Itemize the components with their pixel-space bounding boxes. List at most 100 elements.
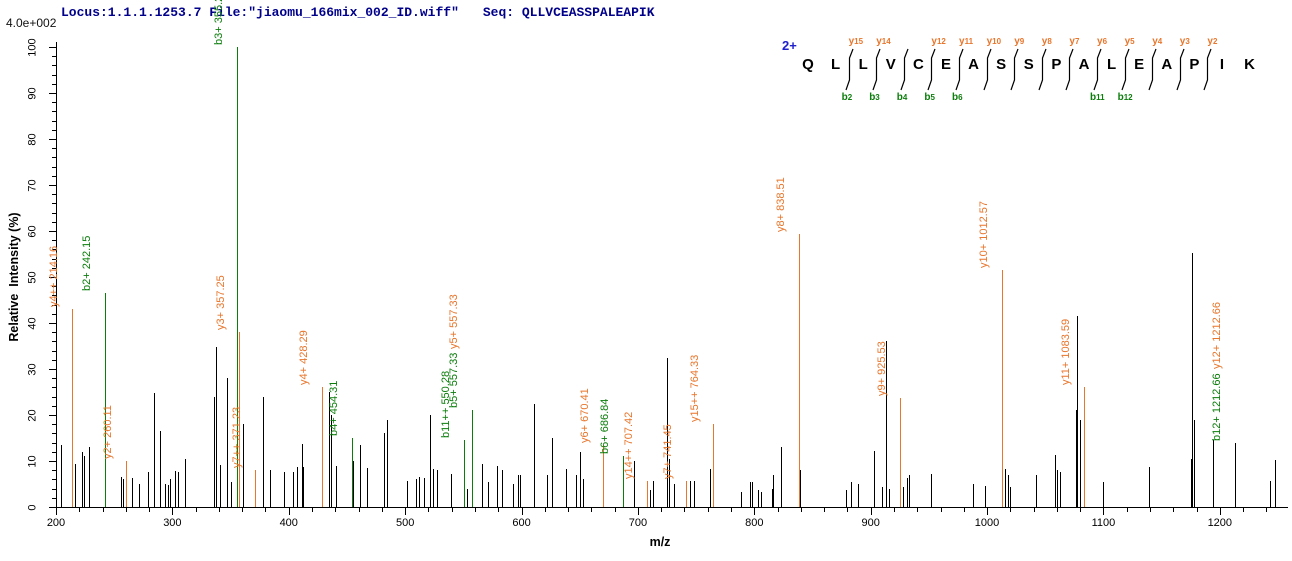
peak: [690, 480, 691, 507]
x-minor-tick: [149, 508, 151, 512]
peak: [520, 474, 521, 507]
peak: [634, 461, 635, 507]
x-minor-tick: [1173, 508, 1175, 512]
annotated-peak: [623, 456, 624, 507]
x-minor-tick: [381, 508, 383, 512]
b-ion-tag: b11: [1090, 92, 1105, 103]
x-minor-tick: [661, 508, 663, 512]
peak: [154, 393, 155, 507]
residue-letter: A: [968, 56, 980, 73]
fragmentation-mark-icon: [983, 48, 992, 96]
y-minor-tick: [52, 102, 56, 104]
y-ion-peak-label: y6+ 670.41: [579, 388, 591, 443]
y-ion-tag: y12: [931, 36, 946, 47]
peak: [907, 478, 908, 507]
y-minor-tick: [52, 166, 56, 168]
fragmentation-mark-icon: [1121, 48, 1130, 96]
x-major-tick: [56, 508, 57, 515]
x-minor-tick: [428, 508, 430, 512]
y-tick-label: 40: [26, 317, 39, 330]
y-minor-tick: [52, 378, 56, 380]
peak: [121, 477, 122, 507]
fragmentation-mark-icon: [955, 48, 964, 96]
peak: [781, 447, 782, 507]
b-ion-peak-label: b2+ 242.15: [81, 235, 93, 292]
y-tick-label: 70: [26, 179, 39, 192]
peak: [1055, 454, 1056, 507]
x-tick-label: 400: [279, 517, 298, 529]
header-line: Locus:1.1.1.1253.7 File:"jiaomu_166mix_0…: [61, 5, 655, 20]
x-major-tick: [405, 508, 407, 515]
peak: [909, 474, 910, 507]
peak: [903, 486, 904, 507]
x-minor-tick: [614, 508, 616, 512]
x-major-tick: [754, 508, 756, 515]
y-minor-tick: [52, 387, 56, 389]
y-minor-tick: [52, 203, 56, 205]
peak: [467, 488, 468, 507]
y-minor-tick: [52, 405, 56, 407]
peak: [773, 474, 774, 507]
x-tick-label: 900: [861, 517, 880, 529]
y-major-tick: [49, 139, 56, 140]
residue-letter: K: [1244, 56, 1256, 73]
y-minor-tick: [52, 120, 56, 122]
b-ion-tag: b12: [1117, 92, 1133, 103]
annotated-peak: [799, 233, 800, 507]
y-minor-tick: [52, 258, 56, 260]
x-minor-tick: [568, 508, 570, 512]
b-ion-tag: b4: [896, 92, 908, 103]
peak: [293, 472, 294, 507]
fragmentation-mark-icon: [1203, 48, 1212, 96]
x-minor-tick: [79, 508, 81, 512]
x-minor-tick: [893, 508, 895, 512]
y-ion-peak-label: y8+ 838.51: [775, 177, 787, 232]
b-ion-peak-label: b5+ 557.33: [448, 353, 460, 409]
x-minor-tick: [591, 508, 593, 512]
peak: [694, 480, 695, 507]
residue-letter: A: [1161, 56, 1173, 73]
peak: [329, 392, 330, 507]
peak: [650, 489, 651, 507]
peak: [973, 484, 974, 507]
peak: [1213, 439, 1214, 507]
peak: [437, 470, 438, 507]
peak: [168, 484, 169, 507]
annotated-peak: [126, 461, 127, 507]
peak: [387, 419, 388, 507]
peak: [758, 489, 759, 507]
x-tick-label: 500: [395, 517, 415, 529]
peak: [667, 358, 668, 507]
peak: [424, 478, 425, 507]
y-tick-label: 50: [26, 271, 39, 284]
peak: [502, 470, 503, 507]
x-minor-tick: [824, 508, 826, 512]
peak: [419, 477, 420, 507]
peak: [1010, 486, 1011, 507]
residue-letter: P: [1051, 56, 1062, 73]
b-ion-peak-label: b3+ 355.24: [213, 0, 225, 45]
fragmentation-mark-icon: [927, 48, 936, 96]
x-minor-tick: [1149, 508, 1151, 512]
peak: [430, 415, 431, 507]
y-minor-tick: [52, 295, 56, 297]
residue-letter: E: [1134, 56, 1145, 73]
peak: [482, 463, 483, 507]
x-minor-tick: [1243, 508, 1245, 512]
y-ion-tag: y2: [1207, 36, 1218, 47]
peak: [488, 481, 489, 507]
peak: [160, 430, 161, 507]
fragmentation-mark-icon: [1176, 48, 1185, 96]
peak: [1057, 470, 1058, 507]
peak: [353, 461, 354, 507]
x-minor-tick: [335, 508, 337, 512]
residue-letter: L: [858, 56, 868, 73]
peak: [451, 473, 452, 507]
x-minor-tick: [451, 508, 453, 512]
y-ion-peak-label: y4+ 428.29: [298, 330, 310, 386]
b-ion-tag: b2: [841, 92, 853, 103]
peak: [752, 481, 753, 507]
y-minor-tick: [52, 267, 56, 269]
peak: [800, 470, 801, 507]
